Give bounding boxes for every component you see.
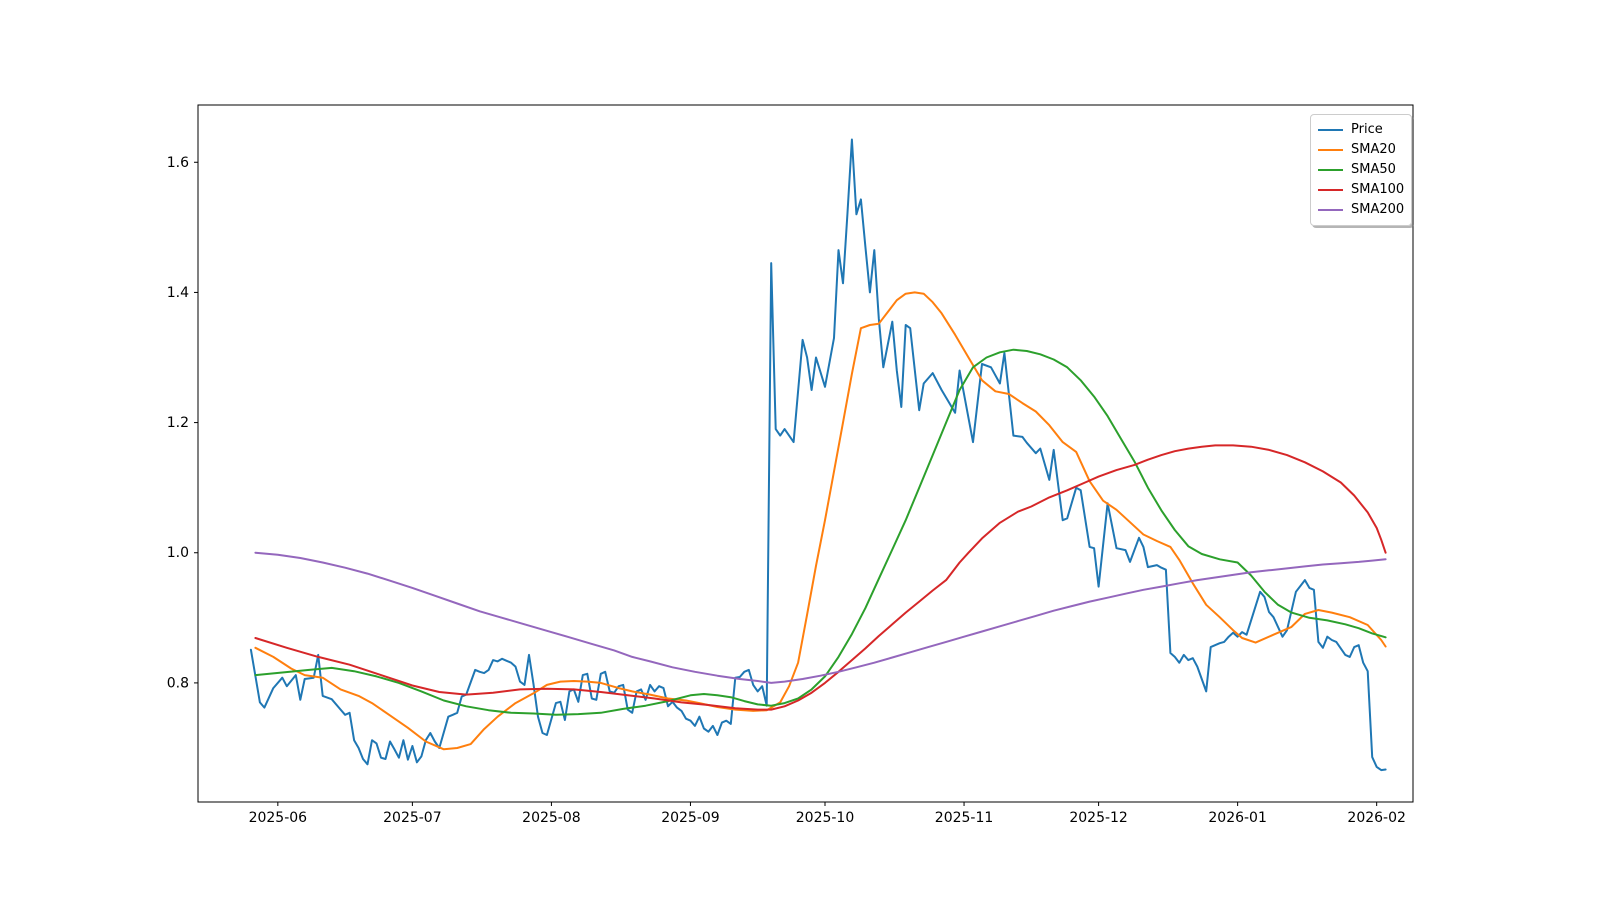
legend: Price SMA20 SMA50 SMA100 SMA200 xyxy=(1310,114,1413,226)
series-line-sma100 xyxy=(254,444,1387,711)
x-tick-label: 2025-12 xyxy=(1069,810,1128,826)
x-tick-label: 2025-06 xyxy=(249,810,308,826)
x-tick-label: 2025-07 xyxy=(383,810,442,826)
legend-entry-price: Price xyxy=(1318,120,1404,140)
x-tick-label: 2026-02 xyxy=(1347,810,1406,826)
y-tick-label: 1.6 xyxy=(167,155,189,171)
y-tick-label: 1.4 xyxy=(167,285,189,301)
x-tick-label: 2025-09 xyxy=(661,810,720,826)
x-tick-label: 2025-11 xyxy=(935,810,994,826)
series-line-sma50 xyxy=(254,348,1387,716)
legend-entry-sma100: SMA100 xyxy=(1318,180,1404,200)
legend-label: Price xyxy=(1351,122,1383,137)
x-tick-label: 2025-08 xyxy=(522,810,581,826)
y-tick-label: 0.8 xyxy=(167,675,189,691)
x-tick-label: 2026-01 xyxy=(1208,810,1267,826)
legend-swatch-sma100 xyxy=(1318,189,1343,191)
legend-swatch-price xyxy=(1318,129,1343,131)
series-line-sma20 xyxy=(254,291,1387,751)
series-line-sma200 xyxy=(254,551,1387,684)
x-tick-label: 2025-10 xyxy=(796,810,855,826)
legend-entry-sma20: SMA20 xyxy=(1318,140,1404,160)
y-tick-label: 1.0 xyxy=(167,545,189,561)
legend-label: SMA100 xyxy=(1351,182,1405,197)
legend-swatch-sma20 xyxy=(1318,149,1343,151)
legend-label: SMA50 xyxy=(1351,162,1396,177)
y-tick-label: 1.2 xyxy=(167,415,189,431)
legend-entry-sma200: SMA200 xyxy=(1318,200,1404,220)
legend-swatch-sma50 xyxy=(1318,169,1343,171)
legend-entry-sma50: SMA50 xyxy=(1318,160,1404,180)
plot-border xyxy=(197,104,1414,803)
legend-label: SMA200 xyxy=(1351,202,1405,217)
legend-label: SMA20 xyxy=(1351,142,1396,157)
legend-swatch-sma200 xyxy=(1318,209,1343,211)
